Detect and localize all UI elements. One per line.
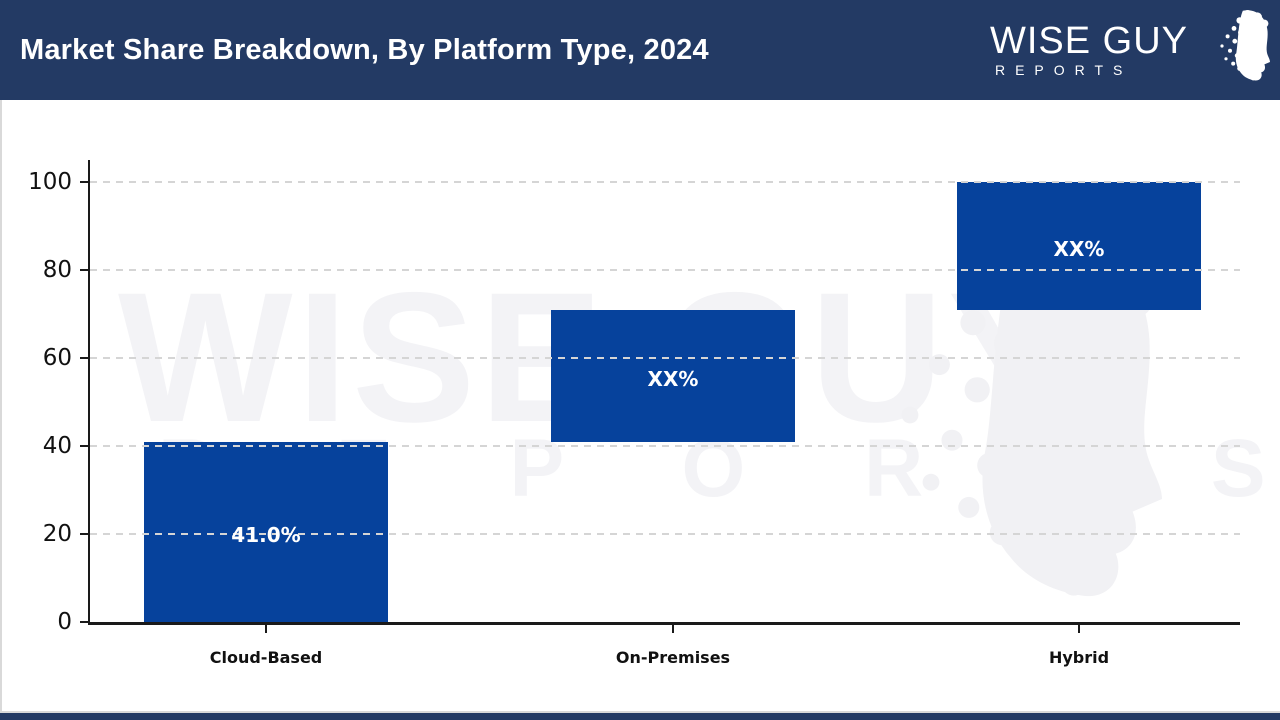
gridline-80 bbox=[90, 269, 1240, 271]
category-label-1: Cloud-Based bbox=[209, 648, 323, 667]
y-tick-80 bbox=[80, 269, 88, 271]
gridline-20 bbox=[90, 533, 1240, 535]
y-tick-40 bbox=[80, 445, 88, 447]
x-tick-1 bbox=[265, 625, 267, 633]
bar-value-label-1: 41.0% bbox=[231, 522, 301, 547]
y-tick-label-40: 40 bbox=[42, 433, 72, 459]
y-tick-label-60: 60 bbox=[42, 345, 72, 371]
category-label-2: On-Premises bbox=[615, 648, 731, 667]
y-tick-label-20: 20 bbox=[42, 521, 72, 547]
y-tick-60 bbox=[80, 357, 88, 359]
y-tick-20 bbox=[80, 533, 88, 535]
gridline-40 bbox=[90, 445, 1240, 447]
chart-title: Market Share Breakdown, By Platform Type… bbox=[20, 33, 709, 66]
brand-head-icon bbox=[1220, 10, 1270, 81]
gridline-100 bbox=[90, 181, 1240, 183]
x-tick-3 bbox=[1078, 625, 1080, 633]
brand-logo: WISE GUY REPORTS bbox=[990, 4, 1270, 96]
footer-divider bbox=[0, 711, 1280, 713]
footer-bar bbox=[0, 713, 1280, 720]
bar-value-label-2: XX% bbox=[647, 366, 699, 391]
y-tick-label-0: 0 bbox=[57, 609, 72, 635]
y-tick-0 bbox=[80, 621, 88, 623]
x-tick-2 bbox=[672, 625, 674, 633]
brand-name: WISE GUY bbox=[989, 20, 1188, 62]
gridline-60 bbox=[90, 357, 1240, 359]
y-tick-100 bbox=[80, 181, 88, 183]
bar-segment-3 bbox=[957, 182, 1201, 310]
brand-logo-text: WISE GUY REPORTS bbox=[990, 22, 1188, 78]
bar-segment-2 bbox=[551, 309, 795, 442]
plot-area: 0 20 40 60 80 100 41.0% Cloud-Based XX% On-Premis… bbox=[28, 160, 1240, 667]
category-label-3: Hybrid bbox=[1048, 648, 1110, 667]
header-bar: Market Share Breakdown, By Platform Type… bbox=[0, 0, 1280, 100]
y-tick-label-100: 100 bbox=[28, 169, 72, 195]
bar-value-label-3: XX% bbox=[1053, 236, 1105, 261]
bar-segment-1 bbox=[144, 441, 388, 622]
brand-subname: REPORTS bbox=[994, 62, 1133, 78]
content-left-border bbox=[0, 100, 2, 714]
y-tick-label-80: 80 bbox=[42, 257, 72, 283]
